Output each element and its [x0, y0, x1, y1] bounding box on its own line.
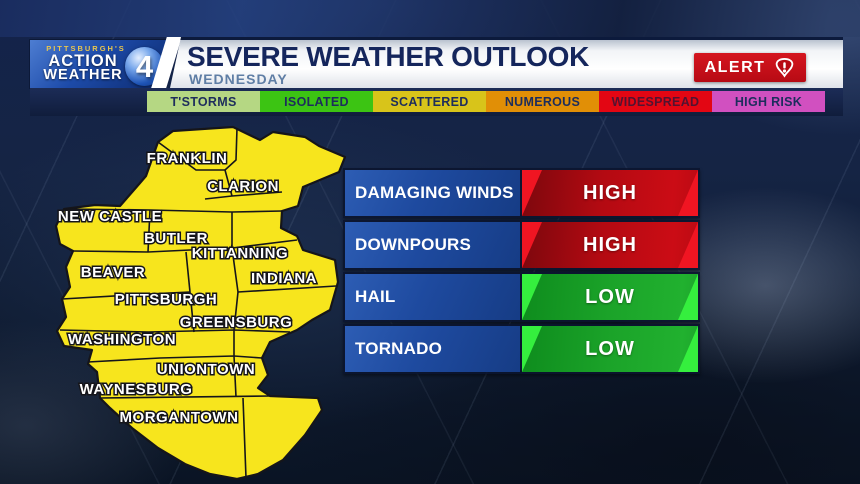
hazard-table: DAMAGING WINDS HIGH DOWNPOURS HIGH HAIL …: [343, 168, 700, 376]
scale-segment-tstorms: T'STORMS: [147, 91, 260, 112]
hazard-value-text: LOW: [585, 337, 635, 360]
warning-exclamation-icon: [776, 58, 794, 78]
scale-segment-highrisk: HIGH RISK: [712, 91, 825, 112]
headline-banner: SEVERE WEATHER OUTLOOK WEDNESDAY ALERT: [170, 37, 843, 88]
hazard-row-damaging-winds: DAMAGING WINDS HIGH: [343, 168, 700, 218]
alert-label: ALERT: [704, 58, 766, 76]
city-label: BUTLER: [144, 230, 208, 247]
city-labels: FRANKLIN CLARION NEW CASTLE BUTLER KITTA…: [56, 149, 318, 428]
hazard-label: DOWNPOURS: [345, 222, 520, 268]
station-logo: PITTSBURGH'S ACTION WEATHER 4: [30, 40, 166, 88]
hazard-value-text: HIGH: [583, 233, 637, 256]
station-kicker: PITTSBURGH'S: [46, 44, 126, 53]
station-name-line1: ACTION: [48, 52, 118, 70]
city-label: BEAVER: [81, 264, 145, 281]
hazard-value-text: HIGH: [583, 181, 637, 204]
city-label: UNIONTOWN: [157, 361, 255, 378]
day-subtitle: WEDNESDAY: [189, 71, 288, 87]
scale-segment-numerous: NUMEROUS: [486, 91, 599, 112]
scale-segment-widespread: WIDESPREAD: [599, 91, 712, 112]
severity-scale-strip: T'STORMS ISOLATED SCATTERED NUMEROUS WID…: [30, 88, 843, 116]
city-label: PITTSBURGH: [115, 291, 218, 308]
page-title: SEVERE WEATHER OUTLOOK: [187, 41, 590, 72]
city-label: WAYNESBURG: [80, 381, 193, 398]
alert-badge: ALERT: [694, 53, 806, 82]
severity-scale-bar: T'STORMS ISOLATED SCATTERED NUMEROUS WID…: [147, 91, 825, 112]
station-name-line2: WEATHER: [43, 67, 123, 84]
scale-segment-scattered: SCATTERED: [373, 91, 486, 112]
highlighted-region: [54, 125, 347, 481]
city-label: GREENSBURG: [180, 314, 293, 331]
hazard-row-hail: HAIL LOW: [343, 272, 700, 322]
city-label: INDIANA: [251, 270, 317, 287]
hazard-value: LOW: [522, 326, 698, 372]
scale-segment-isolated: ISOLATED: [260, 91, 373, 112]
county-borders: [59, 127, 337, 479]
city-label: KITTANNING: [192, 245, 288, 262]
hazard-value: LOW: [522, 274, 698, 320]
city-label: FRANKLIN: [147, 150, 228, 167]
hazard-value: HIGH: [522, 170, 698, 216]
city-label: MORGANTOWN: [120, 409, 239, 426]
city-label: NEW CASTLE: [58, 208, 162, 225]
hazard-value-text: LOW: [585, 285, 635, 308]
hazard-label: DAMAGING WINDS: [345, 170, 520, 216]
hazard-value: HIGH: [522, 222, 698, 268]
hazard-row-tornado: TORNADO LOW: [343, 324, 700, 374]
city-label: CLARION: [207, 178, 279, 195]
city-label: WASHINGTON: [68, 331, 176, 348]
hazard-label: TORNADO: [345, 326, 520, 372]
top-blue-band: [0, 0, 860, 37]
hazard-label: HAIL: [345, 274, 520, 320]
hazard-row-downpours: DOWNPOURS HIGH: [343, 220, 700, 270]
